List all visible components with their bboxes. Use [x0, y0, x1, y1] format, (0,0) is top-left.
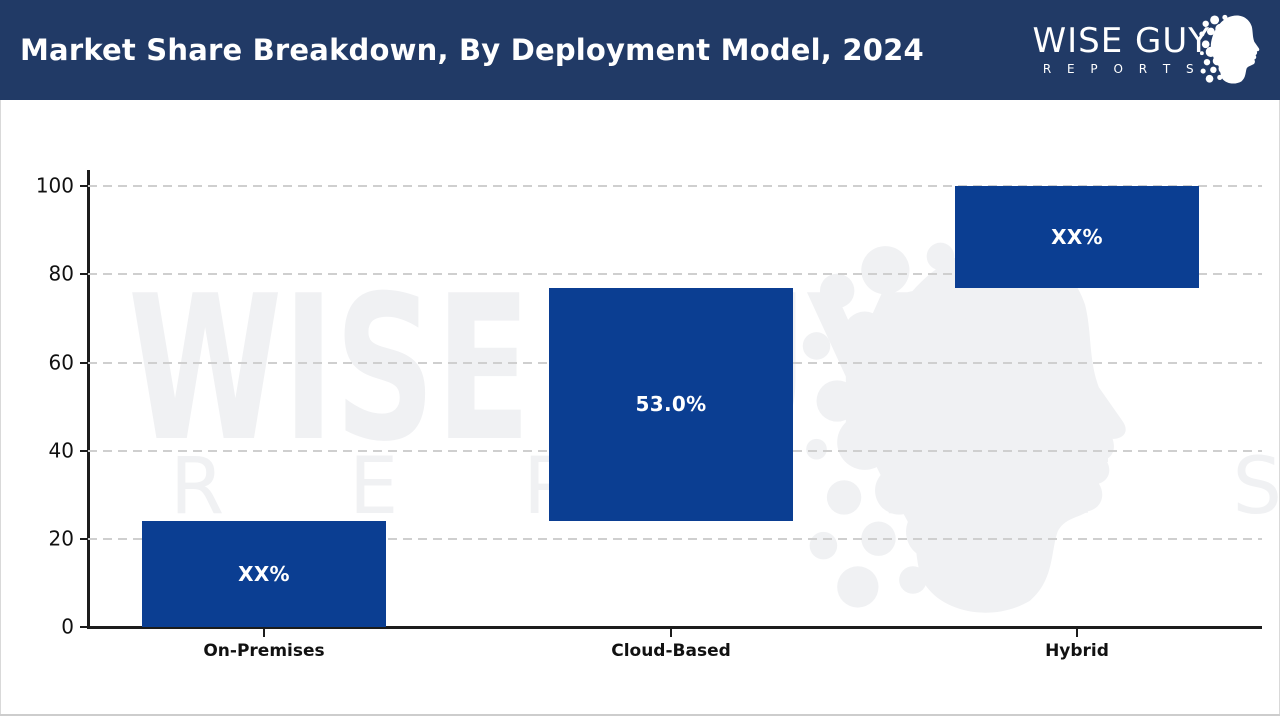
bar-value-label: 53.0%: [635, 392, 707, 417]
y-tick-mark: [80, 361, 88, 364]
x-tick-mark: [670, 629, 672, 637]
bar-chart: 0 20 40 60 80 100 XX% 53.0% XX% On-Premises Cloud-…: [0, 100, 1280, 716]
x-category-label-hybrid: Hybrid: [1045, 641, 1109, 661]
bar-segment-on-premises: XX%: [142, 521, 386, 627]
bar-value-label: XX%: [1051, 224, 1103, 249]
page-border-bottom: [0, 714, 1280, 716]
y-tick-mark: [80, 449, 88, 452]
chart-title: Market Share Breakdown, By Deployment Mo…: [20, 33, 924, 67]
x-axis-spine: [87, 626, 1262, 629]
x-tick-mark: [1076, 629, 1078, 637]
wiseguy-logo: WISE GUY R E P O R T S: [1032, 11, 1264, 89]
gridline-80: [88, 273, 1262, 276]
bar-segment-cloud-based: 53.0%: [549, 287, 793, 522]
y-tick-label: 60: [48, 350, 74, 375]
y-tick-label: 20: [48, 526, 74, 551]
y-tick-label: 100: [35, 173, 74, 198]
logo-brand-text: WISE GUY: [1032, 21, 1210, 62]
y-axis-spine: [87, 170, 90, 629]
y-tick-mark: [80, 273, 88, 276]
y-tick-mark: [80, 537, 88, 540]
y-tick-label: 0: [61, 614, 74, 639]
x-category-label-cloud-based: Cloud-Based: [611, 641, 731, 661]
header: Market Share Breakdown, By Deployment Mo…: [0, 0, 1280, 100]
wiseguy-face-icon: [1199, 14, 1260, 84]
bar-segment-hybrid: XX%: [955, 186, 1199, 288]
x-category-label-on-premises: On-Premises: [203, 641, 325, 661]
logo-tagline-text: R E P O R T S: [1042, 61, 1200, 76]
gridline-20: [88, 537, 1262, 540]
gridline-100: [88, 185, 1262, 188]
y-tick-mark: [80, 626, 88, 628]
bar-value-label: XX%: [238, 562, 290, 587]
y-tick-mark: [80, 185, 88, 188]
x-tick-mark: [263, 629, 265, 637]
y-tick-label: 80: [48, 261, 74, 286]
y-tick-label: 40: [48, 438, 74, 463]
page-border-left: [0, 100, 1, 716]
